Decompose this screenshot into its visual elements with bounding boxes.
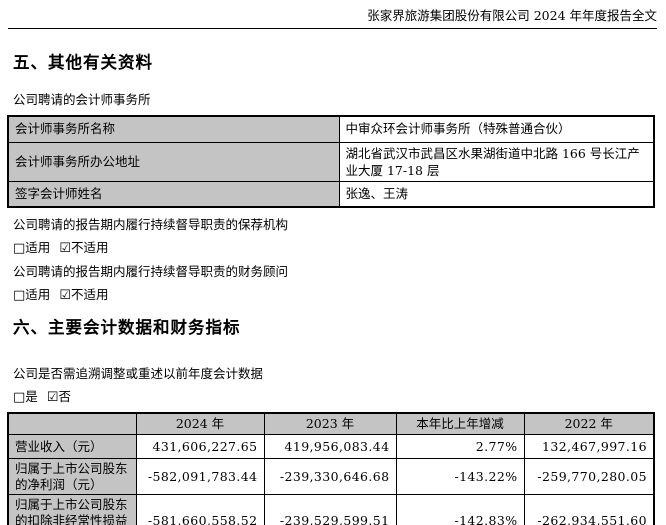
table-row: 会计师事务所名称 中审众环会计师事务所（特殊普通合伙） <box>7 115 655 143</box>
option-label-no: 否 <box>58 389 71 404</box>
checkbox-checked-icon: ☑ <box>46 390 59 405</box>
report-title: 张家界旅游集团股份有限公司 2024 年年度报告全文 <box>367 8 657 23</box>
net-profit-change: -143.22% <box>395 458 525 495</box>
page-header: 张家界旅游集团股份有限公司 2024 年年度报告全文 <box>8 0 657 29</box>
section-heading-other-info: 五、其他有关资料 <box>13 53 153 72</box>
net-profit-2022: -259,770,280.05 <box>523 458 655 495</box>
signing-accountants-value: 张逸、王涛 <box>338 180 655 208</box>
revenue-change: 2.77% <box>395 434 525 459</box>
sponsor-note: 公司聘请的报告期内履行持续督导职责的保荐机构 <box>13 217 289 232</box>
firm-name-value: 中审众环会计师事务所（特殊普通合伙） <box>338 115 655 143</box>
deducted-net-profit-2022: -262,934,551.60 <box>523 494 655 525</box>
table-row-deducted-net-profit: 归属于上市公司股东的扣除非经常性损益的净利润（元） -581,660,558.5… <box>7 494 655 525</box>
deducted-net-profit-2023: -239,529,599.51 <box>263 494 397 525</box>
header-empty-cell <box>7 412 137 435</box>
option-label-not-applicable: 不适用 <box>70 287 109 302</box>
table-row-revenue: 营业收入（元） 431,606,227.65 419,956,083.44 2.… <box>7 434 655 459</box>
checkbox-unchecked-icon: □ <box>13 241 26 256</box>
signing-accountants-label: 签字会计师姓名 <box>7 180 340 208</box>
table-row: 会计师事务所办公地址 湖北省武汉市武昌区水果湖街道中北路 166 号长江产业大厦… <box>7 141 655 182</box>
accounting-firm-intro: 公司聘请的会计师事务所 <box>13 92 151 107</box>
accounting-firm-table: 会计师事务所名称 中审众环会计师事务所（特殊普通合伙） 会计师事务所办公地址 湖… <box>7 115 655 208</box>
advisor-applicability: □适用 ☑不适用 <box>13 288 666 303</box>
sponsor-applicability: □适用 ☑不适用 <box>13 241 666 256</box>
header-2023: 2023 年 <box>263 412 397 435</box>
row-label: 归属于上市公司股东的扣除非经常性损益的净利润（元） <box>7 494 137 525</box>
deducted-net-profit-2024: -581,660,558.52 <box>135 494 265 525</box>
option-label-applicable: 适用 <box>25 287 51 302</box>
row-label: 归属于上市公司股东的净利润（元） <box>7 458 137 495</box>
checkbox-unchecked-icon: □ <box>13 288 26 303</box>
table-row-net-profit: 归属于上市公司股东的净利润（元） -582,091,783.44 -239,33… <box>7 458 655 495</box>
option-label-yes: 是 <box>25 389 38 404</box>
revenue-2024: 431,606,227.65 <box>135 434 265 459</box>
advisor-note: 公司聘请的报告期内履行持续督导职责的财务顾问 <box>13 264 289 279</box>
key-financials-table: 2024 年 2023 年 本年比上年增减 2022 年 营业收入（元） 431… <box>7 412 655 525</box>
revenue-2022: 132,467,997.16 <box>523 434 655 459</box>
net-profit-2024: -582,091,783.44 <box>135 458 265 495</box>
deducted-net-profit-change: -142.83% <box>395 494 525 525</box>
section-heading-key-financials: 六、主要会计数据和财务指标 <box>13 318 241 337</box>
firm-name-label: 会计师事务所名称 <box>7 115 340 143</box>
net-profit-2023: -239,330,646.68 <box>263 458 397 495</box>
checkbox-checked-icon: ☑ <box>59 241 71 256</box>
header-2022: 2022 年 <box>523 412 655 435</box>
option-label-applicable: 适用 <box>25 240 51 255</box>
header-change: 本年比上年增减 <box>395 412 525 435</box>
row-label: 营业收入（元） <box>7 434 137 459</box>
firm-address-value: 湖北省武汉市武昌区水果湖街道中北路 166 号长江产业大厦 17-18 层 <box>338 141 655 182</box>
table-header-row: 2024 年 2023 年 本年比上年增减 2022 年 <box>7 412 655 435</box>
restatement-applicability: □是 ☑否 <box>13 390 666 405</box>
checkbox-unchecked-icon: □ <box>13 390 26 405</box>
table-row: 签字会计师姓名 张逸、王涛 <box>7 180 655 208</box>
header-2024: 2024 年 <box>135 412 265 435</box>
firm-address-label: 会计师事务所办公地址 <box>7 141 340 182</box>
restatement-note: 公司是否需追溯调整或重述以前年度会计数据 <box>13 366 264 381</box>
revenue-2023: 419,956,083.44 <box>263 434 397 459</box>
checkbox-checked-icon: ☑ <box>59 288 71 303</box>
option-label-not-applicable: 不适用 <box>70 240 109 255</box>
